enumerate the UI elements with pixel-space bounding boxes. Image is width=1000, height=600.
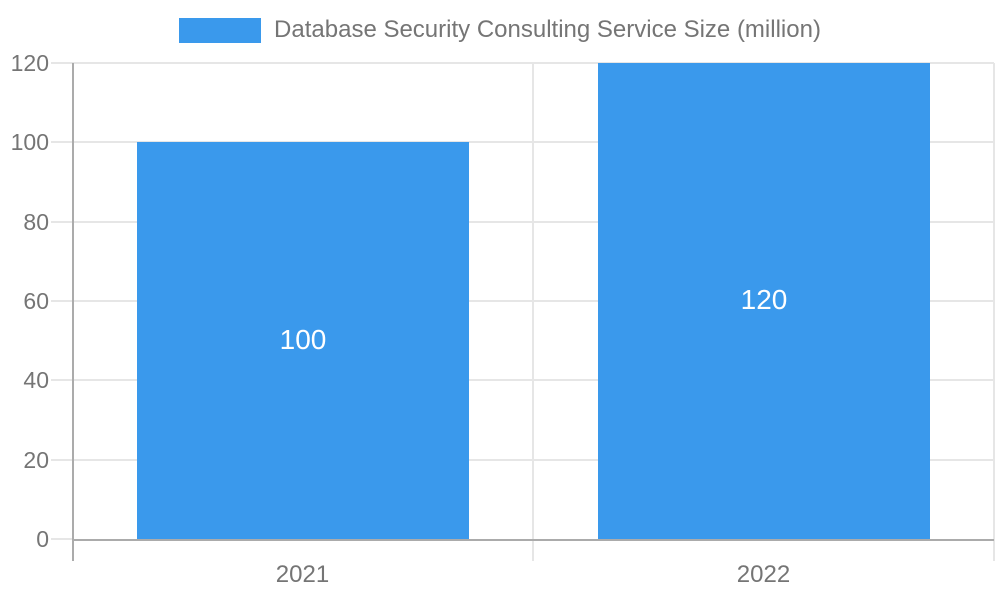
plot-area: 100 120 bbox=[51, 62, 995, 561]
y-axis-tick-label: 120 bbox=[10, 50, 49, 76]
bar-2022 bbox=[598, 63, 930, 539]
legend-label: Database Security Consulting Service Siz… bbox=[274, 16, 821, 43]
x-axis-tick bbox=[72, 539, 74, 561]
y-axis-tick-label: 100 bbox=[10, 129, 49, 156]
y-axis-tick bbox=[51, 538, 72, 540]
legend-swatch-icon bbox=[179, 17, 262, 43]
x-axis-line bbox=[72, 539, 994, 541]
y-axis-tick-label: 60 bbox=[23, 288, 49, 314]
y-axis-tick-label: 20 bbox=[23, 446, 49, 473]
y-axis-line bbox=[72, 63, 74, 539]
bar-2021 bbox=[137, 142, 469, 539]
y-axis-tick bbox=[51, 379, 72, 382]
y-axis-tick-label: 40 bbox=[23, 367, 49, 394]
gridline-vertical bbox=[532, 63, 534, 539]
x-axis-category-label: 2022 bbox=[736, 561, 791, 588]
y-axis-tick bbox=[51, 458, 72, 461]
y-axis-tick bbox=[51, 300, 72, 302]
y-axis-tick-label: 0 bbox=[36, 526, 49, 552]
y-axis-tick bbox=[51, 220, 72, 223]
x-axis-tick bbox=[532, 539, 534, 561]
bar-value-label: 100 bbox=[279, 323, 327, 355]
bar-value-label: 120 bbox=[740, 284, 788, 315]
x-axis-tick bbox=[993, 539, 995, 561]
x-axis-category-label: 2021 bbox=[275, 561, 330, 588]
gridline-vertical bbox=[993, 63, 995, 539]
y-axis-tick-label: 80 bbox=[23, 208, 49, 235]
legend-item[interactable]: Database Security Consulting Service Siz… bbox=[0, 16, 1000, 44]
y-axis-tick bbox=[51, 62, 72, 64]
y-axis-tick bbox=[51, 141, 72, 144]
